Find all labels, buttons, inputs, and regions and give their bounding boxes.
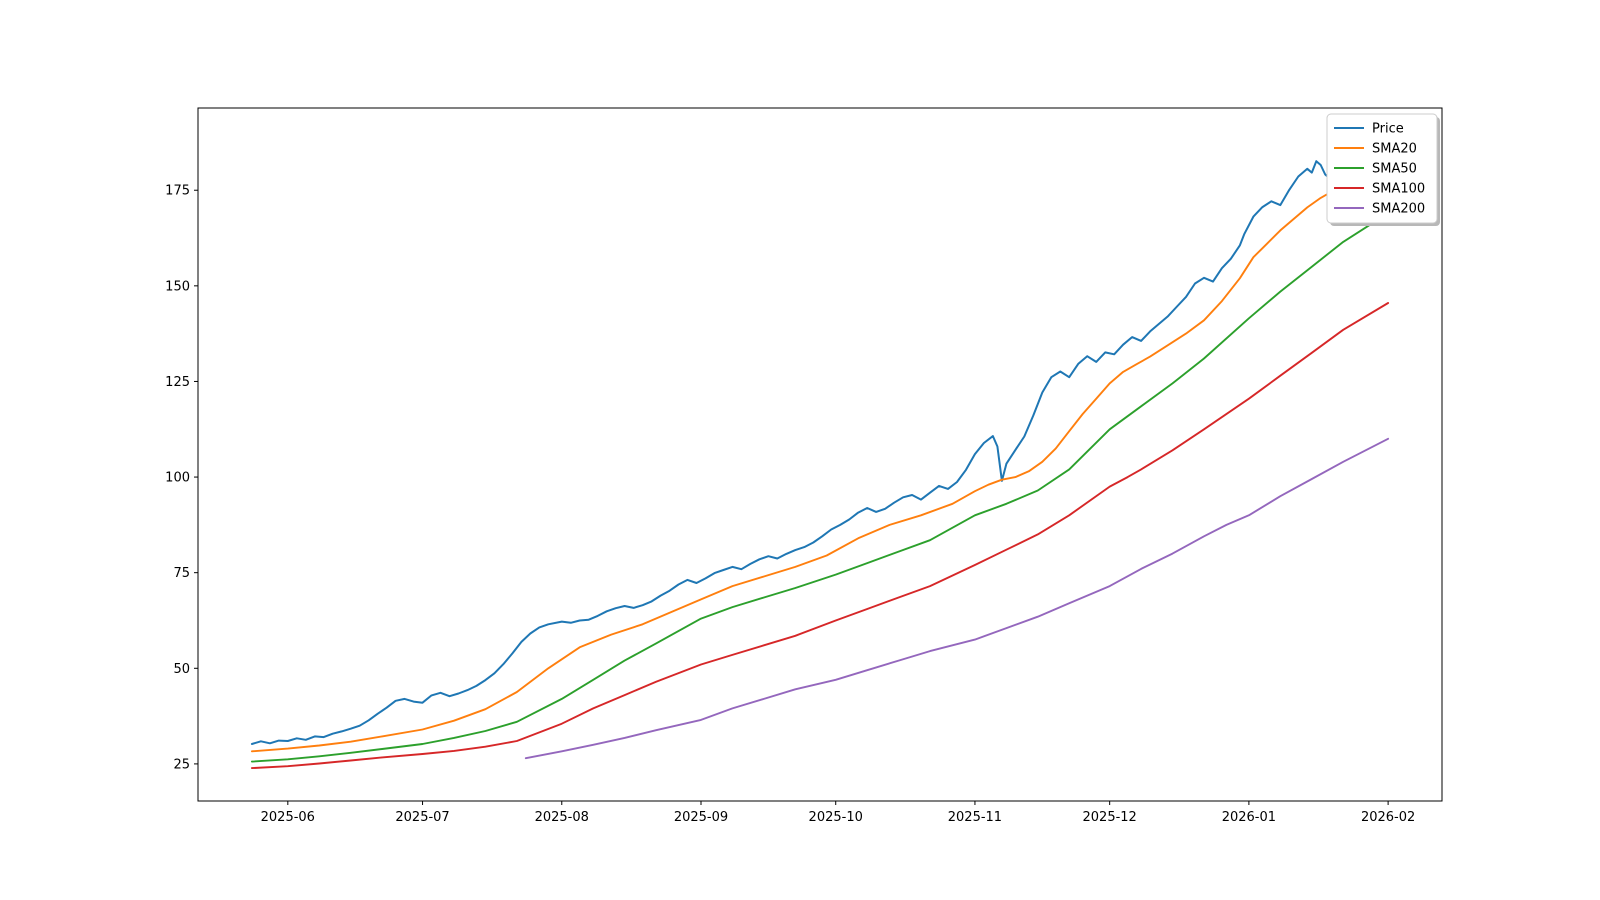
legend-entry-sma200: SMA200 [1334,202,1425,217]
y-tick-label: 125 [165,375,190,390]
x-tick-label: 2026-02 [1361,810,1415,825]
legend-entry-sma50: SMA50 [1334,162,1417,177]
x-tick-label: 2025-11 [948,810,1002,825]
x-tick-label: 2025-07 [395,810,449,825]
legend: Price SMA20 SMA50 SMA100 SMA200 [1326,113,1440,226]
legend-label-price: Price [1372,122,1404,137]
sma100-line [250,302,1390,770]
x-tick-label: 2025-08 [535,810,589,825]
legend-entry-sma20: SMA20 [1334,142,1417,157]
x-tick-label: 2025-12 [1083,810,1137,825]
x-axis: 2025-06 2025-07 2025-08 2025-09 2025-10 2025-… [261,801,1415,825]
y-tick-label: 175 [165,184,190,199]
price-line [250,150,1390,745]
y-tick-label: 150 [165,279,190,294]
legend-label-sma20: SMA20 [1372,142,1417,157]
plot-series [250,150,1390,770]
sma20-line [250,168,1390,753]
y-tick-label: 75 [173,566,190,581]
y-tick-label: 100 [165,471,190,486]
x-tick-label: 2025-09 [674,810,728,825]
sma200-line [524,437,1390,760]
sma50-line [250,212,1390,763]
legend-label-sma200: SMA200 [1372,202,1425,217]
y-tick-label: 25 [173,757,190,772]
y-axis: 25 50 75 100 125 150 175 [165,184,198,772]
legend-box [1326,113,1438,224]
x-tick-label: 2025-06 [261,810,315,825]
plot-frame [197,107,1443,802]
legend-label-sma100: SMA100 [1372,182,1425,197]
x-tick-label: 2025-10 [809,810,863,825]
legend-entry-price: Price [1334,122,1404,137]
y-tick-label: 50 [173,662,190,677]
legend-label-sma50: SMA50 [1372,162,1417,177]
legend-entry-sma100: SMA100 [1334,182,1425,197]
x-tick-label: 2026-01 [1222,810,1276,825]
